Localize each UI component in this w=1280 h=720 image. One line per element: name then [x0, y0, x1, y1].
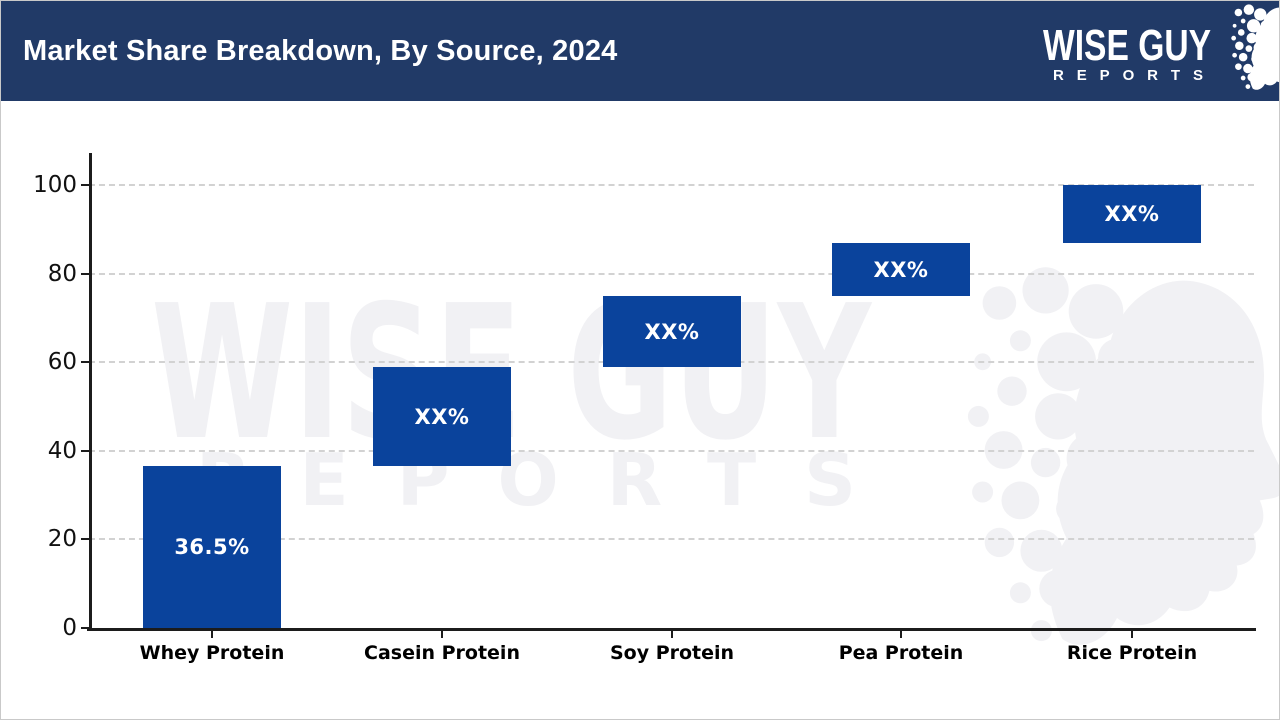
x-tick-label-soy-protein: Soy Protein	[609, 642, 735, 664]
brand-logo: WISE GUY REPORTS	[1043, 4, 1279, 90]
y-tick-60	[81, 361, 89, 363]
gridline-80	[89, 273, 1254, 275]
bar-rice-protein: XX%	[1063, 185, 1201, 243]
x-tick-rice-protein	[1131, 631, 1133, 638]
bar-value-label: XX%	[1104, 202, 1160, 226]
plot: 0 20 40 60 80 100 36.5% XX% XX% XX% XX% Whey Protei…	[1, 101, 1279, 719]
y-tick-80	[81, 273, 89, 275]
chart-title: Market Share Breakdown, By Source, 2024	[23, 34, 618, 67]
y-tick-20	[81, 538, 89, 540]
watermark: WISE GUY REPORTS	[151, 265, 1279, 645]
bar-value-label: XX%	[873, 257, 929, 282]
gridline-100	[89, 184, 1254, 186]
brand-wordmark: WISE GUY	[1043, 21, 1211, 70]
x-axis	[87, 628, 1256, 631]
x-tick-label-pea-protein: Pea Protein	[838, 642, 964, 664]
x-tick-casein-protein	[441, 631, 443, 638]
y-tick-100	[81, 184, 89, 186]
y-axis	[89, 153, 92, 631]
x-tick-soy-protein	[671, 631, 673, 638]
bar-value-label: XX%	[414, 404, 470, 429]
gridline-20	[89, 538, 1254, 540]
x-tick-label-casein-protein: Casein Protein	[364, 642, 520, 664]
y-tick-label-60: 60	[47, 349, 77, 375]
bar-soy-protein: XX%	[603, 296, 741, 367]
gridline-40	[89, 450, 1254, 452]
watermark-tagline: REPORTS	[196, 438, 856, 522]
header: Market Share Breakdown, By Source, 2024 …	[1, 1, 1279, 101]
y-tick-label-40: 40	[47, 438, 77, 464]
y-tick-label-100: 100	[33, 172, 77, 198]
y-tick-40	[81, 450, 89, 452]
x-tick-whey-protein	[211, 631, 213, 638]
bar-value-label: 36.5%	[174, 535, 250, 559]
y-tick-label-80: 80	[47, 261, 77, 287]
brand-head-icon	[1231, 4, 1279, 90]
x-tick-pea-protein	[900, 631, 902, 638]
chart-area: WISE GUY REPORTS 0 20 40 60 80 100 36.5% XX% XX%…	[1, 101, 1279, 719]
y-tick-label-0: 0	[62, 615, 77, 641]
bar-pea-protein: XX%	[832, 243, 970, 296]
bar-casein-protein: XX%	[373, 367, 511, 466]
bar-whey-protein: 36.5%	[143, 466, 281, 628]
y-tick-0	[81, 627, 89, 629]
y-tick-label-20: 20	[47, 526, 77, 552]
x-tick-label-rice-protein: Rice Protein	[1066, 642, 1198, 664]
x-tick-label-whey-protein: Whey Protein	[139, 642, 285, 664]
watermark-wordmark: WISE GUY	[151, 265, 872, 481]
bar-value-label: XX%	[644, 319, 700, 344]
